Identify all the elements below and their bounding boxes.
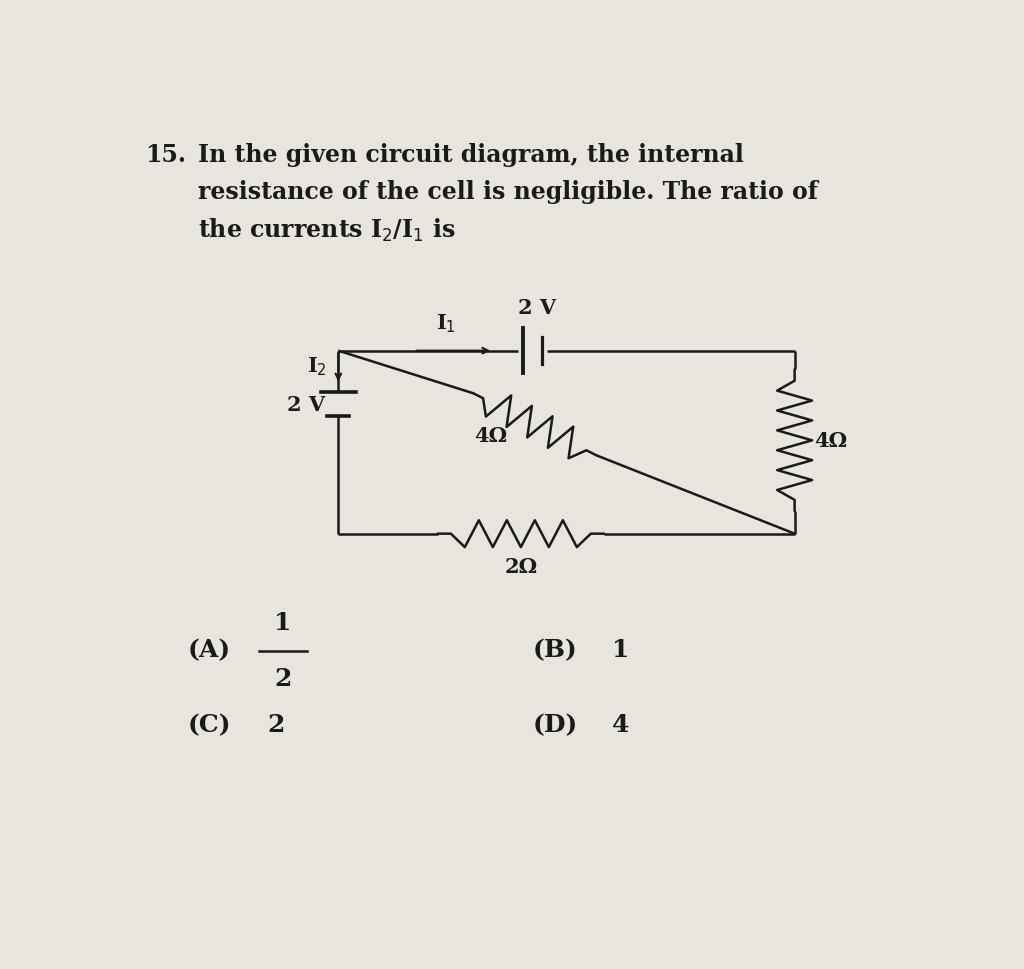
Text: (D): (D) bbox=[532, 712, 578, 736]
Text: 4: 4 bbox=[612, 712, 630, 736]
Text: the currents I$_2$/I$_1$ is: the currents I$_2$/I$_1$ is bbox=[198, 217, 456, 244]
Text: 2 V: 2 V bbox=[518, 297, 556, 318]
Text: In the given circuit diagram, the internal: In the given circuit diagram, the intern… bbox=[198, 142, 743, 167]
Text: 2 V: 2 V bbox=[287, 394, 325, 415]
Text: 1: 1 bbox=[612, 638, 630, 662]
Text: I$_1$: I$_1$ bbox=[435, 312, 456, 335]
Text: 4Ω: 4Ω bbox=[814, 431, 848, 451]
Text: (C): (C) bbox=[187, 712, 231, 736]
Text: 15.: 15. bbox=[145, 142, 186, 167]
Text: 1: 1 bbox=[274, 610, 292, 635]
Text: resistance of the cell is negligible. The ratio of: resistance of the cell is negligible. Th… bbox=[198, 179, 818, 203]
Text: I$_2$: I$_2$ bbox=[306, 355, 327, 378]
Text: 2Ω: 2Ω bbox=[504, 556, 538, 577]
Text: 2: 2 bbox=[267, 712, 285, 736]
Text: (A): (A) bbox=[187, 638, 230, 662]
Text: 2: 2 bbox=[274, 666, 292, 690]
Text: (B): (B) bbox=[532, 638, 578, 662]
Text: 4Ω: 4Ω bbox=[474, 426, 508, 446]
